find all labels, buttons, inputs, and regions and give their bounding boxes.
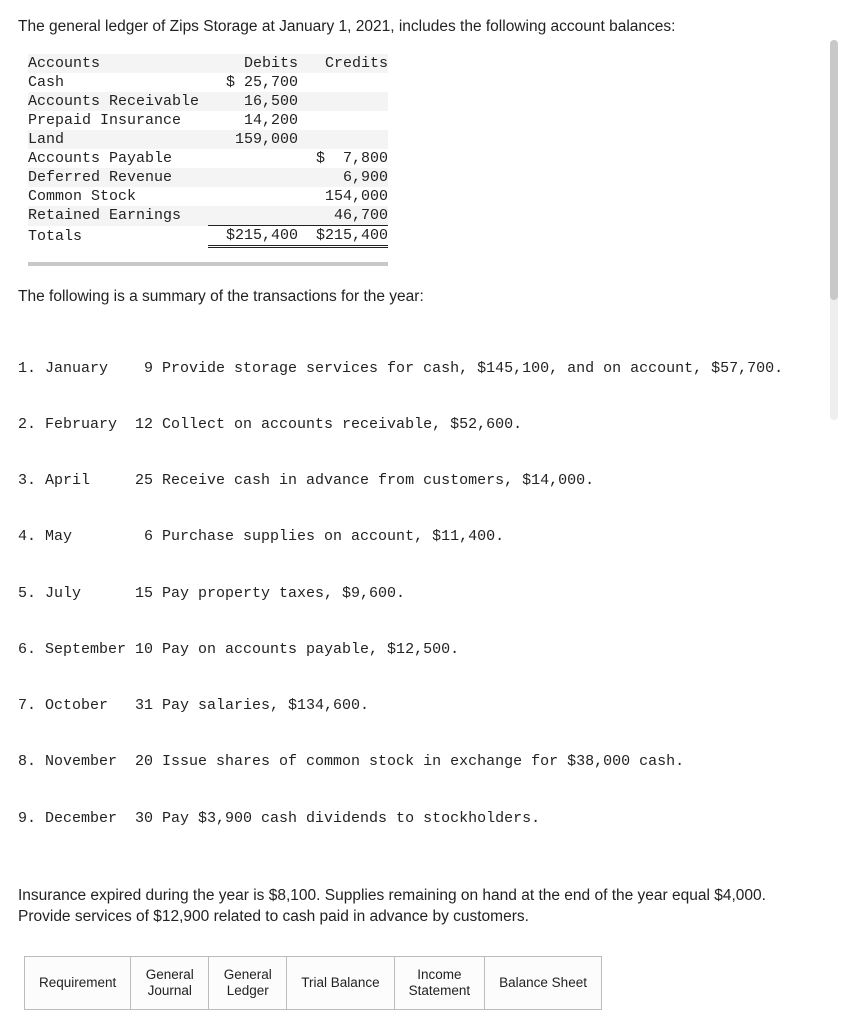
transaction-item: 4. May 6 Purchase supplies on account, $… bbox=[18, 528, 792, 547]
ledger-row: Land 159,000 bbox=[28, 130, 388, 149]
tab-label: Trial Balance bbox=[301, 975, 379, 991]
ledger-row: Retained Earnings 46,700 bbox=[28, 206, 388, 226]
ledger-cred bbox=[298, 73, 388, 92]
ledger-deb bbox=[208, 168, 298, 187]
ledger-row: Prepaid Insurance 14,200 bbox=[28, 111, 388, 130]
transaction-item: 7. October 31 Pay salaries, $134,600. bbox=[18, 697, 792, 716]
ledger-cred: 154,000 bbox=[298, 187, 388, 206]
transaction-item: 5. July 15 Pay property taxes, $9,600. bbox=[18, 585, 792, 604]
ledger-deb bbox=[208, 187, 298, 206]
ledger-row: Accounts Receivable 16,500 bbox=[28, 92, 388, 111]
transaction-item: 1. January 9 Provide storage services fo… bbox=[18, 360, 792, 379]
ledger-deb bbox=[208, 206, 298, 226]
ledger-acct: Retained Earnings bbox=[28, 206, 208, 226]
summary-text: The following is a summary of the transa… bbox=[18, 288, 792, 306]
ledger-totals-row: Totals $215,400 $215,400 bbox=[28, 226, 388, 247]
tab-label: Journal bbox=[145, 983, 194, 999]
ledger-acct: Cash bbox=[28, 73, 208, 92]
tab-label: Income bbox=[409, 967, 471, 983]
transaction-item: 9. December 30 Pay $3,900 cash dividends… bbox=[18, 810, 792, 829]
ledger-cred: 46,700 bbox=[298, 206, 388, 226]
tab-trial-balance[interactable]: Trial Balance bbox=[287, 956, 394, 1010]
header-debits: Debits bbox=[208, 54, 298, 73]
tab-label: General bbox=[145, 967, 194, 983]
tab-bar: Requirement General Journal General Ledg… bbox=[24, 956, 792, 1010]
ledger-row: Cash $ 25,700 bbox=[28, 73, 388, 92]
header-accounts: Accounts bbox=[28, 54, 208, 73]
ledger-acct: Accounts Payable bbox=[28, 149, 208, 168]
ledger-deb: 14,200 bbox=[208, 111, 298, 130]
ledger-totals-cred: $215,400 bbox=[298, 226, 388, 247]
ledger-totals-deb: $215,400 bbox=[208, 226, 298, 247]
ledger-totals-label: Totals bbox=[28, 226, 208, 247]
ledger-cred bbox=[298, 111, 388, 130]
tab-requirement[interactable]: Requirement bbox=[24, 956, 131, 1010]
ledger-row: Deferred Revenue 6,900 bbox=[28, 168, 388, 187]
ledger-acct: Deferred Revenue bbox=[28, 168, 208, 187]
adjustments-text: Insurance expired during the year is $8,… bbox=[18, 886, 792, 928]
tab-label: Balance Sheet bbox=[499, 975, 587, 991]
tab-label: Requirement bbox=[39, 975, 116, 991]
section-divider bbox=[28, 262, 388, 266]
ledger-deb: 16,500 bbox=[208, 92, 298, 111]
transaction-item: 2. February 12 Collect on accounts recei… bbox=[18, 416, 792, 435]
tab-income-statement[interactable]: Income Statement bbox=[395, 956, 486, 1010]
transaction-item: 6. September 10 Pay on accounts payable,… bbox=[18, 641, 792, 660]
tab-label: Ledger bbox=[223, 983, 272, 999]
tab-label: General bbox=[223, 967, 272, 983]
transaction-list: 1. January 9 Provide storage services fo… bbox=[18, 322, 792, 866]
ledger-cred bbox=[298, 130, 388, 149]
transaction-item: 8. November 20 Issue shares of common st… bbox=[18, 753, 792, 772]
ledger-deb: $ 25,700 bbox=[208, 73, 298, 92]
ledger-deb bbox=[208, 149, 298, 168]
ledger-cred bbox=[298, 92, 388, 111]
ledger-row: Accounts Payable $ 7,800 bbox=[28, 149, 388, 168]
ledger-acct: Accounts Receivable bbox=[28, 92, 208, 111]
ledger-acct: Land bbox=[28, 130, 208, 149]
ledger-acct: Prepaid Insurance bbox=[28, 111, 208, 130]
intro-text: The general ledger of Zips Storage at Ja… bbox=[18, 18, 792, 36]
ledger-header-row: Accounts Debits Credits bbox=[28, 54, 388, 73]
tab-general-ledger[interactable]: General Ledger bbox=[209, 956, 287, 1010]
ledger-cred: 6,900 bbox=[298, 168, 388, 187]
ledger-deb: 159,000 bbox=[208, 130, 298, 149]
ledger-cred: $ 7,800 bbox=[298, 149, 388, 168]
tab-label: Statement bbox=[409, 983, 471, 999]
transaction-item: 3. April 25 Receive cash in advance from… bbox=[18, 472, 792, 491]
ledger-row: Common Stock 154,000 bbox=[28, 187, 388, 206]
tab-general-journal[interactable]: General Journal bbox=[131, 956, 209, 1010]
ledger-table: Accounts Debits Credits Cash $ 25,700 Ac… bbox=[28, 54, 388, 248]
tab-balance-sheet[interactable]: Balance Sheet bbox=[485, 956, 602, 1010]
scrollbar-thumb[interactable] bbox=[830, 40, 838, 300]
ledger-acct: Common Stock bbox=[28, 187, 208, 206]
header-credits: Credits bbox=[298, 54, 388, 73]
